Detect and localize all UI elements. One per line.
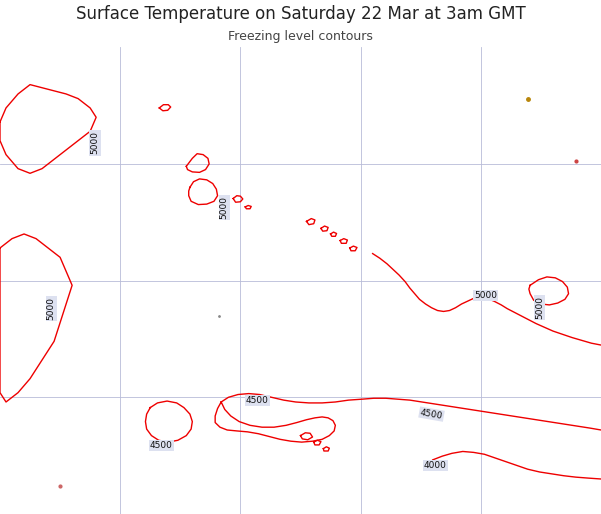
Text: 5000: 5000	[47, 297, 55, 320]
Text: 4500: 4500	[150, 441, 172, 450]
Text: 4000: 4000	[424, 461, 447, 470]
Text: 5000: 5000	[91, 132, 99, 155]
Text: 5000: 5000	[474, 291, 497, 300]
Text: Surface Temperature on Saturday 22 Mar at 3am GMT: Surface Temperature on Saturday 22 Mar a…	[76, 5, 525, 23]
Text: 4500: 4500	[419, 408, 444, 420]
Text: 5000: 5000	[220, 196, 228, 219]
Text: 5000: 5000	[535, 296, 544, 319]
Text: 4500: 4500	[246, 396, 269, 405]
Text: Freezing level contours: Freezing level contours	[228, 30, 373, 43]
